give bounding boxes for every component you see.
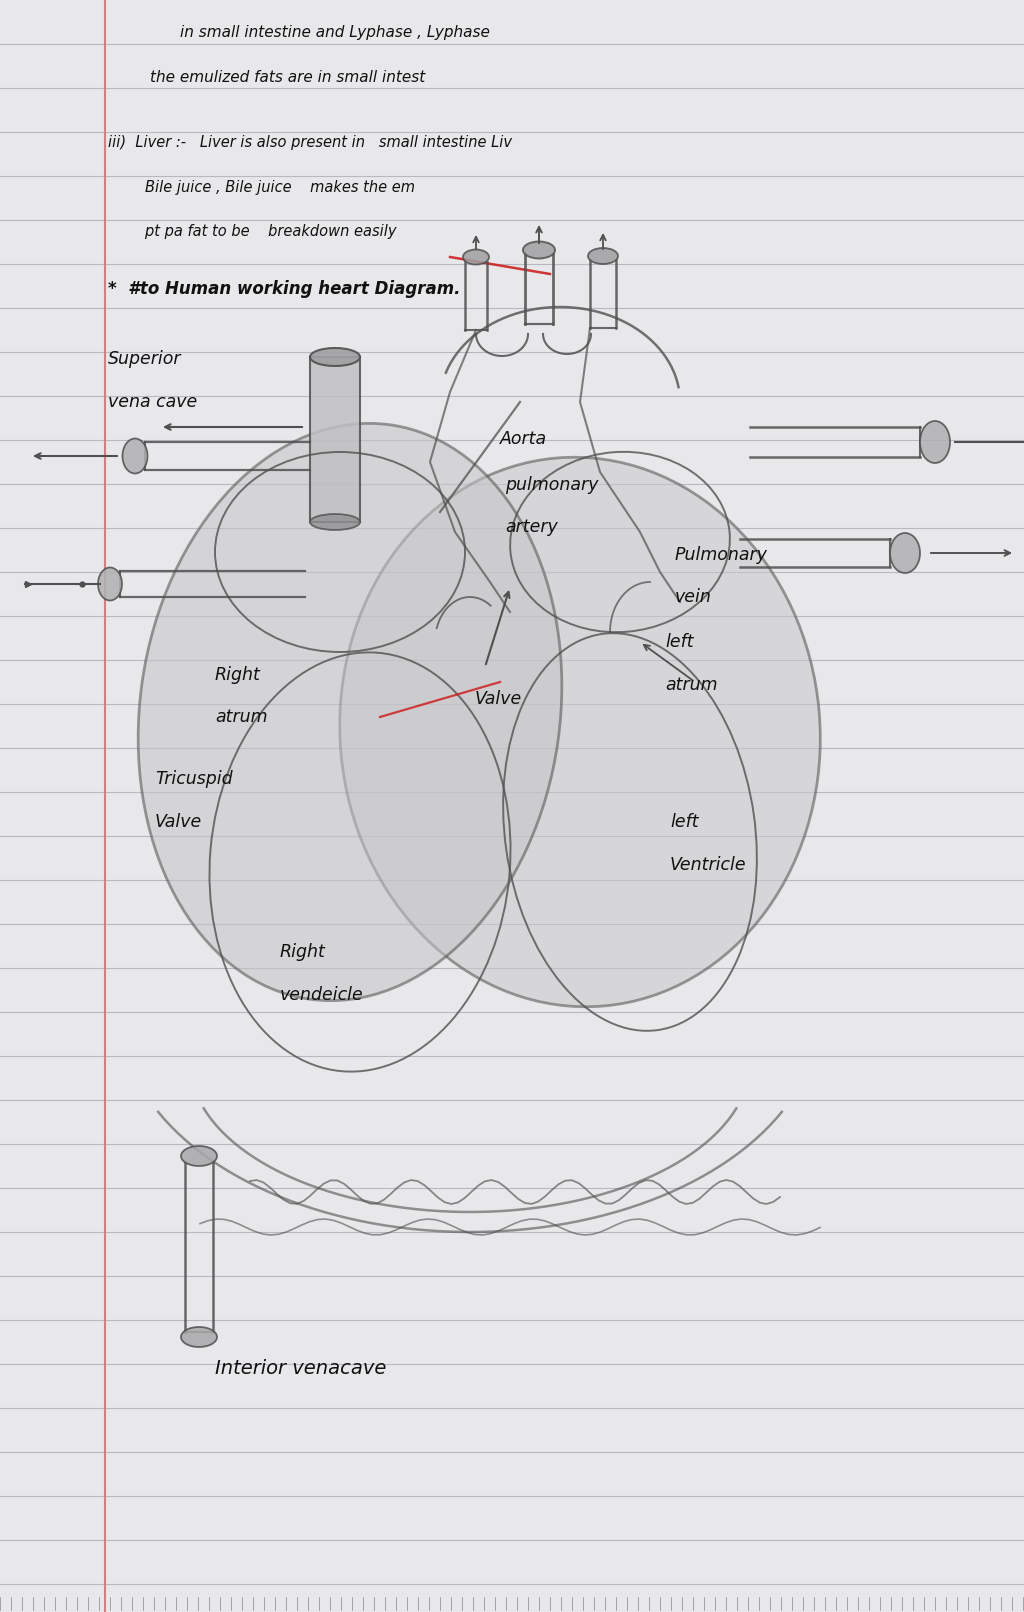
Text: left: left — [670, 812, 698, 832]
Text: vena cave: vena cave — [108, 393, 198, 411]
Text: artery: artery — [505, 517, 558, 537]
Text: pt pa fat to be    breakdown easily: pt pa fat to be breakdown easily — [108, 224, 396, 239]
Ellipse shape — [920, 421, 950, 463]
Text: Right: Right — [280, 943, 326, 961]
Ellipse shape — [340, 458, 820, 1008]
Ellipse shape — [310, 348, 360, 366]
Ellipse shape — [523, 242, 555, 258]
Ellipse shape — [123, 438, 147, 474]
Ellipse shape — [181, 1327, 217, 1348]
Text: atrum: atrum — [665, 675, 718, 695]
Text: Right: Right — [215, 666, 261, 683]
Text: Pulmonary: Pulmonary — [675, 546, 768, 564]
Text: in small intestine and Lyphase , Lyphase: in small intestine and Lyphase , Lyphase — [180, 26, 489, 40]
Text: the emulized fats are in small intest: the emulized fats are in small intest — [150, 69, 425, 85]
Text: Aorta: Aorta — [500, 430, 547, 448]
Ellipse shape — [98, 567, 122, 601]
Text: atrum: atrum — [215, 708, 267, 725]
Text: Superior: Superior — [108, 350, 181, 368]
Text: Ventricle: Ventricle — [670, 856, 746, 874]
Text: Interior venacave: Interior venacave — [215, 1359, 386, 1378]
Text: pulmonary: pulmonary — [505, 476, 598, 493]
Text: Tricuspid: Tricuspid — [155, 771, 232, 788]
Text: Bile juice , Bile juice    makes the em: Bile juice , Bile juice makes the em — [108, 181, 415, 195]
Text: vendeicle: vendeicle — [280, 987, 364, 1004]
Ellipse shape — [463, 250, 489, 264]
Text: vein: vein — [675, 588, 712, 606]
Text: Valve: Valve — [475, 690, 522, 708]
Ellipse shape — [138, 424, 562, 1001]
Text: Valve: Valve — [155, 812, 203, 832]
Ellipse shape — [588, 248, 618, 264]
Text: *  #to Human working heart Diagram.: * #to Human working heart Diagram. — [108, 280, 461, 298]
Text: iii)  Liver :-   Liver is also present in   small intestine Liv: iii) Liver :- Liver is also present in s… — [108, 135, 512, 150]
Ellipse shape — [310, 514, 360, 530]
Ellipse shape — [181, 1146, 217, 1165]
Bar — [310, 356, 360, 522]
Text: left: left — [665, 634, 693, 651]
Ellipse shape — [890, 534, 920, 572]
